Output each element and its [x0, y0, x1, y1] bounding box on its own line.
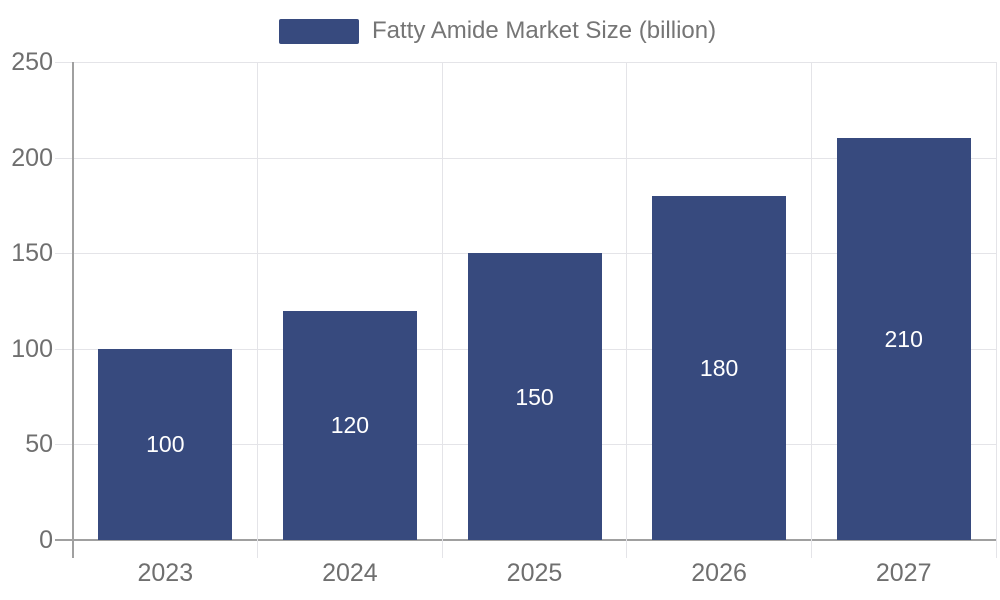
x-tick-label: 2025 — [506, 559, 563, 587]
bar-value-label: 210 — [884, 326, 923, 353]
x-tick-label: 2026 — [691, 559, 747, 587]
bar — [282, 310, 417, 540]
y-gridline — [55, 157, 996, 159]
y-tick-label: 250 — [11, 48, 53, 76]
x-gridline — [626, 62, 628, 558]
legend-item[interactable]: Fatty Amide Market Size (billion) — [279, 15, 716, 47]
x-gridline — [810, 62, 812, 558]
y-tick-label: 200 — [11, 143, 53, 172]
y-tick-label: 0 — [39, 526, 53, 554]
bar-value-label: 100 — [146, 431, 185, 458]
x-gridline — [995, 62, 997, 558]
y-tick-label: 100 — [11, 334, 53, 363]
legend-swatch — [279, 18, 359, 44]
bar — [652, 195, 787, 540]
bar-value-label: 120 — [330, 412, 370, 439]
y-axis-line — [72, 62, 74, 558]
x-gridline — [257, 62, 259, 558]
x-axis-line — [55, 539, 996, 541]
y-gridline — [55, 62, 996, 63]
y-tick-label: 50 — [25, 430, 53, 459]
bar — [467, 253, 602, 540]
x-tick-label: 2024 — [322, 559, 378, 587]
bar-value-label: 180 — [699, 354, 739, 381]
x-tick-label: 2027 — [875, 559, 932, 587]
legend-label: Fatty Amide Market Size (billion) — [372, 17, 717, 44]
bar — [98, 348, 233, 540]
x-tick-label: 2023 — [137, 559, 194, 587]
bar-value-label: 150 — [515, 383, 554, 410]
bar — [836, 138, 971, 540]
y-tick-label: 150 — [11, 239, 53, 268]
x-gridline — [441, 62, 443, 558]
